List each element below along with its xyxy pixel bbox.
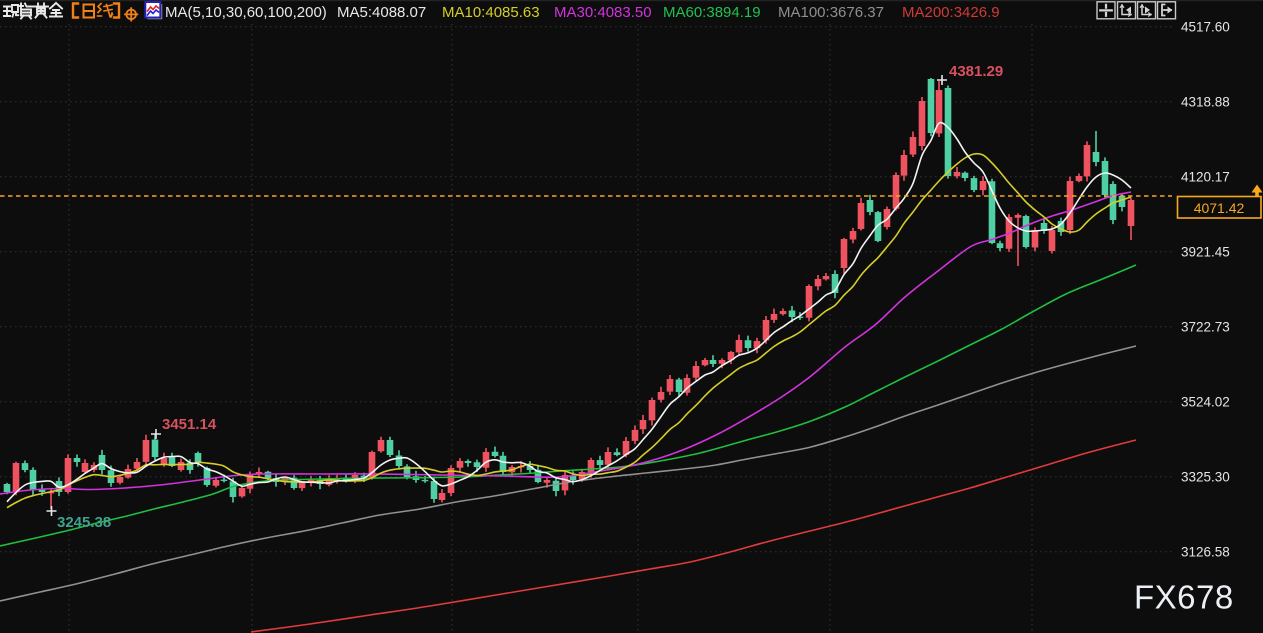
svg-text:3722.73: 3722.73 — [1181, 320, 1230, 335]
svg-text:MA(5,10,30,60,100,200): MA(5,10,30,60,100,200) — [165, 4, 327, 21]
svg-text:MA60:3894.19: MA60:3894.19 — [663, 4, 761, 21]
svg-text:MA100:3676.37: MA100:3676.37 — [778, 4, 884, 21]
svg-text:3451.14: 3451.14 — [162, 416, 217, 433]
svg-text:4120.17: 4120.17 — [1181, 170, 1230, 185]
svg-text:4318.88: 4318.88 — [1181, 95, 1230, 110]
svg-text:4517.60: 4517.60 — [1181, 20, 1230, 35]
svg-text:3524.02: 3524.02 — [1181, 395, 1230, 410]
svg-text:MA10:4085.63: MA10:4085.63 — [442, 4, 540, 21]
svg-text:4071.42: 4071.42 — [1194, 200, 1245, 216]
svg-text:MA5:4088.07: MA5:4088.07 — [337, 4, 426, 21]
svg-text:FX678: FX678 — [1134, 579, 1234, 616]
svg-text:MA200:3426.9: MA200:3426.9 — [902, 4, 1000, 21]
svg-text:4381.29: 4381.29 — [949, 63, 1003, 80]
svg-text:3126.58: 3126.58 — [1181, 545, 1230, 560]
svg-text:3245.38: 3245.38 — [57, 514, 111, 531]
svg-text:MA30:4083.50: MA30:4083.50 — [554, 4, 652, 21]
svg-text:3921.45: 3921.45 — [1181, 245, 1230, 260]
svg-text:3325.30: 3325.30 — [1181, 470, 1230, 485]
